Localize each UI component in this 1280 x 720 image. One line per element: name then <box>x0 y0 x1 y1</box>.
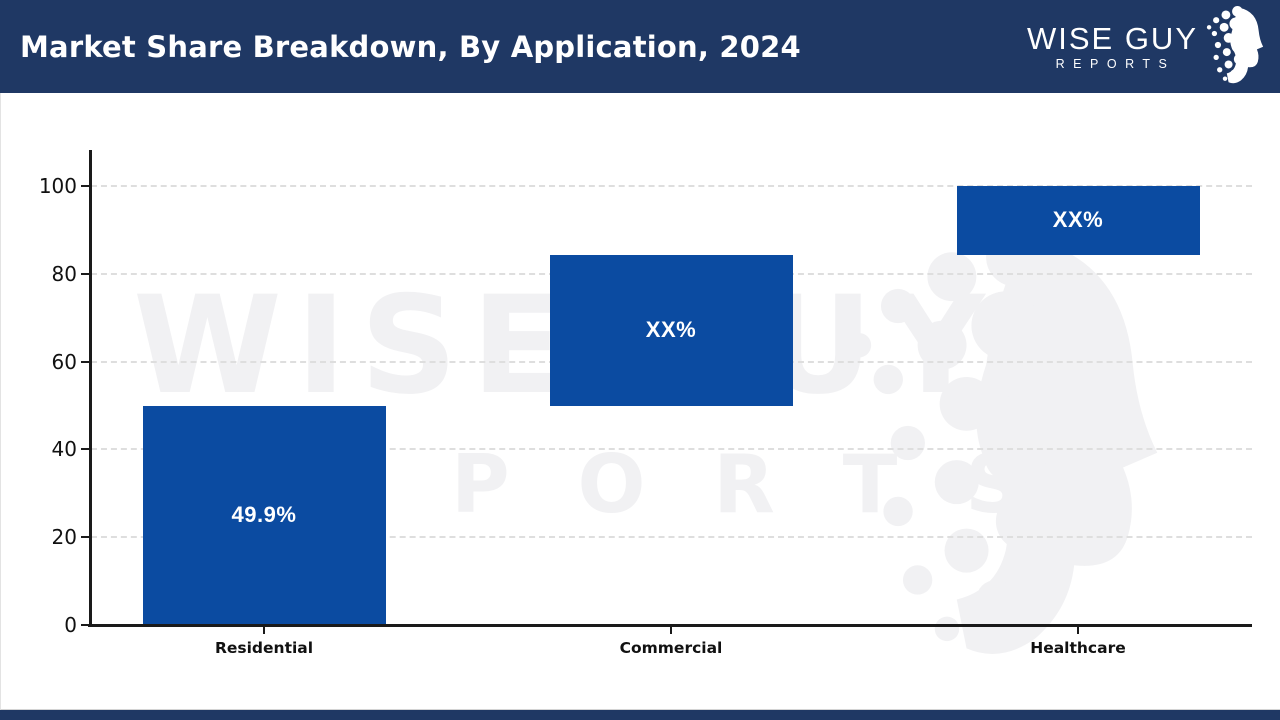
y-tick-80 <box>81 272 90 275</box>
x-category-label-healthcare: Healthcare <box>1030 639 1126 657</box>
y-tick-100 <box>81 185 90 187</box>
y-tick-label-40: 40 <box>51 437 77 462</box>
bar-value-label-healthcare: XX% <box>1052 207 1104 233</box>
bar-layer: 49.9% XX% XX% <box>1 93 1280 709</box>
chart-area: WISE GUY R E P O R T S 49.9% X <box>0 93 1280 710</box>
header-bar: Market Share Breakdown, By Application, … <box>0 0 1280 93</box>
y-tick-0 <box>81 624 90 626</box>
bar-commercial: XX% <box>549 254 793 406</box>
x-category-label-commercial: Commercial <box>619 639 723 657</box>
y-tick-label-0: 0 <box>64 613 77 637</box>
y-axis-spine <box>89 150 92 627</box>
x-category-label-residential: Residential <box>214 639 314 657</box>
gridline-40 <box>91 448 1252 451</box>
y-tick-40 <box>81 448 90 451</box>
brand-sub-text: REPORTS <box>1055 56 1176 71</box>
page-title: Market Share Breakdown, By Application, … <box>20 29 801 64</box>
x-axis-spine <box>88 624 1252 627</box>
wiseguy-head-icon <box>1202 4 1264 90</box>
y-tick-label-80: 80 <box>51 261 77 286</box>
x-tick-residential <box>263 627 265 634</box>
y-tick-label-20: 20 <box>51 525 77 550</box>
watermark-head-icon <box>806 218 1176 672</box>
y-tick-label-100: 100 <box>38 174 77 198</box>
footer-bar <box>0 710 1280 720</box>
brand-logo: WISE GUY REPORTS <box>1027 6 1264 88</box>
brand-name-text: WISE GUY <box>1026 21 1198 57</box>
brand-wordmark: WISE GUY REPORTS <box>1027 23 1198 71</box>
bar-value-label-residential: 49.9% <box>231 502 297 528</box>
y-tick-label-60: 60 <box>51 349 77 374</box>
gridline-100 <box>91 185 1252 187</box>
y-tick-20 <box>81 536 90 539</box>
axis-label-layer: 0 20 40 60 80 100 Residential Commercial Healthc… <box>1 93 1280 709</box>
bar-residential: 49.9% <box>142 405 386 625</box>
bar-value-label-commercial: XX% <box>645 317 697 343</box>
x-tick-healthcare <box>1077 627 1079 634</box>
x-tick-commercial <box>670 627 672 634</box>
y-tick-60 <box>81 360 90 363</box>
bar-healthcare: XX% <box>956 186 1200 255</box>
gridline-20 <box>91 536 1252 539</box>
